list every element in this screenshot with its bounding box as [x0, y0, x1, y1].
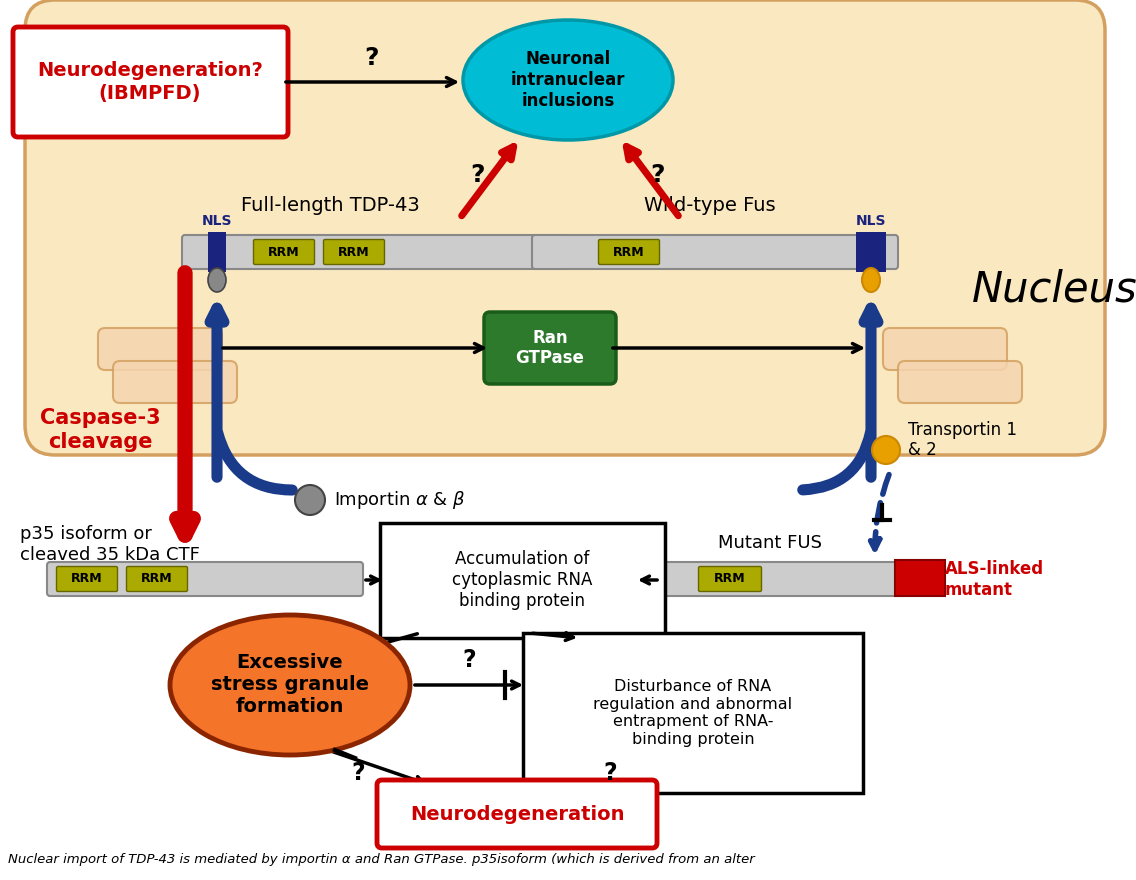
- Text: Neurodegeneration?
(IBMPFD): Neurodegeneration? (IBMPFD): [37, 62, 262, 102]
- Text: RRM: RRM: [715, 573, 746, 585]
- Text: ?: ?: [603, 761, 617, 785]
- Ellipse shape: [170, 615, 410, 755]
- FancyBboxPatch shape: [57, 567, 117, 591]
- Text: RRM: RRM: [141, 573, 173, 585]
- Text: p35 isoform or
cleaved 35 kDa CTF: p35 isoform or cleaved 35 kDa CTF: [20, 525, 200, 564]
- FancyBboxPatch shape: [632, 562, 908, 596]
- Text: Nucleus: Nucleus: [972, 269, 1136, 311]
- Text: ALS-linked
mutant: ALS-linked mutant: [945, 560, 1044, 598]
- Text: Importin $\alpha$ & $\beta$: Importin $\alpha$ & $\beta$: [334, 489, 466, 511]
- Bar: [857, 232, 886, 272]
- FancyBboxPatch shape: [98, 328, 222, 370]
- FancyBboxPatch shape: [883, 328, 1006, 370]
- FancyBboxPatch shape: [523, 633, 863, 793]
- FancyBboxPatch shape: [47, 562, 364, 596]
- Bar: [208, 232, 226, 272]
- FancyBboxPatch shape: [324, 239, 384, 265]
- Text: ?: ?: [462, 648, 476, 672]
- FancyBboxPatch shape: [377, 780, 657, 848]
- Text: Accumulation of
cytoplasmic RNA
binding protein: Accumulation of cytoplasmic RNA binding …: [452, 550, 592, 610]
- Text: Neuronal
intranuclear
inclusions: Neuronal intranuclear inclusions: [511, 50, 625, 110]
- Text: Transportin 1
& 2: Transportin 1 & 2: [908, 421, 1017, 459]
- Ellipse shape: [208, 268, 226, 292]
- Text: Nuclear import of TDP-43 is mediated by importin α and Ran GTPase. p35isoform (w: Nuclear import of TDP-43 is mediated by …: [8, 853, 754, 866]
- Text: ?: ?: [351, 761, 365, 785]
- Text: Neurodegeneration: Neurodegeneration: [410, 804, 625, 824]
- FancyBboxPatch shape: [126, 567, 187, 591]
- Text: Disturbance of RNA
regulation and abnormal
entrapment of RNA-
binding protein: Disturbance of RNA regulation and abnorm…: [593, 679, 793, 746]
- Text: Full-length TDP-43: Full-length TDP-43: [241, 196, 419, 215]
- Text: RRM: RRM: [268, 246, 300, 259]
- Circle shape: [295, 485, 325, 515]
- FancyBboxPatch shape: [699, 567, 761, 591]
- FancyBboxPatch shape: [599, 239, 660, 265]
- Text: RRM: RRM: [613, 246, 645, 259]
- Text: Wild-type Fus: Wild-type Fus: [644, 196, 776, 215]
- Text: RRM: RRM: [339, 246, 370, 259]
- Text: ?: ?: [651, 163, 666, 187]
- FancyBboxPatch shape: [532, 235, 897, 269]
- Text: ?: ?: [470, 163, 485, 187]
- Text: ?: ?: [365, 46, 379, 70]
- FancyBboxPatch shape: [182, 235, 568, 269]
- FancyBboxPatch shape: [897, 361, 1022, 403]
- Ellipse shape: [872, 436, 900, 464]
- Text: RRM: RRM: [72, 573, 103, 585]
- FancyBboxPatch shape: [381, 523, 665, 638]
- Text: Ran
GTPase: Ran GTPase: [516, 328, 584, 367]
- Text: Mutant FUS: Mutant FUS: [718, 534, 822, 552]
- FancyBboxPatch shape: [12, 27, 289, 137]
- Text: NLS: NLS: [202, 214, 232, 228]
- FancyBboxPatch shape: [253, 239, 315, 265]
- Text: NLS: NLS: [855, 214, 886, 228]
- Ellipse shape: [463, 20, 673, 140]
- Text: Excessive
stress granule
formation: Excessive stress granule formation: [211, 654, 369, 716]
- FancyBboxPatch shape: [112, 361, 237, 403]
- FancyBboxPatch shape: [25, 0, 1105, 455]
- Text: Caspase-3
cleavage: Caspase-3 cleavage: [40, 408, 160, 451]
- FancyBboxPatch shape: [484, 312, 616, 384]
- Ellipse shape: [862, 268, 880, 292]
- Bar: [895, 560, 945, 596]
